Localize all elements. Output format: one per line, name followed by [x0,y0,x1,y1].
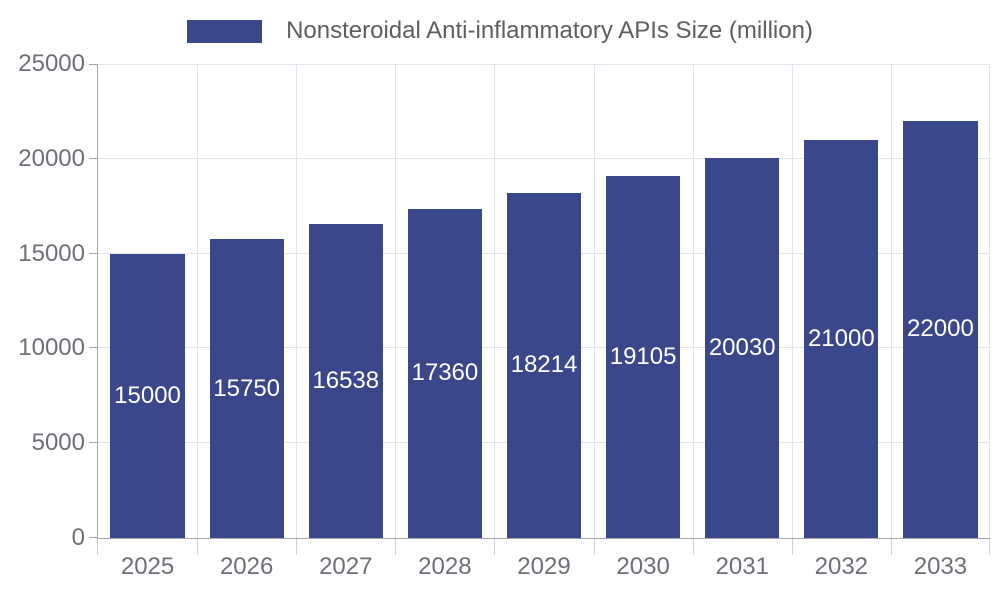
x-axis-label: 2027 [319,553,373,580]
x-axis-label: 2030 [616,553,670,580]
x-tick-mark [97,539,98,555]
y-axis-label: 5000 [31,429,85,457]
x-tick-mark [296,539,298,555]
vertical-gridline [989,64,990,538]
x-axis-label: 2031 [715,553,769,580]
bar-2026[interactable]: 15750 [209,239,284,538]
bar-value-label: 19105 [609,342,677,370]
bar-2031[interactable]: 20030 [705,158,780,538]
horizontal-gridline [98,157,990,159]
y-axis-label: 15000 [18,239,85,267]
x-axis-label: 2028 [418,553,472,580]
x-axis-label: 2029 [517,553,571,580]
vertical-gridline [890,64,892,538]
vertical-gridline [395,64,397,538]
bar-2027[interactable]: 16538 [308,224,383,538]
bar-2028[interactable]: 17360 [407,208,483,538]
x-tick-mark [494,539,496,555]
bar-2029[interactable]: 18214 [506,192,582,538]
y-axis-label: 25000 [18,50,85,77]
y-axis-label: 0 [71,524,85,551]
bar-value-label: 21000 [807,324,875,352]
x-axis-label: 2026 [219,553,274,580]
x-tick-mark [197,539,199,555]
bar-value-label: 17360 [411,359,479,387]
y-tick-mark [89,347,97,349]
y-axis-label: 20000 [18,144,85,172]
vertical-gridline [494,64,496,538]
bar-value-label: 22000 [907,315,974,343]
bar-value-label: 15000 [114,381,181,409]
vertical-gridline [593,64,595,538]
x-tick-mark [791,539,793,555]
legend-swatch [187,19,263,43]
bar-value-label: 18214 [510,351,578,379]
bar-value-label: 15750 [213,374,281,402]
y-tick-mark [89,442,97,444]
plot-area: 15000 15750 16538 17360 18214 19105 20030 21000… [18,50,990,580]
vertical-gridline [296,64,298,538]
vertical-gridline [791,64,793,538]
x-tick-mark [593,539,595,555]
legend-label: Nonsteroidal Anti-inflammatory APIs Size… [286,17,813,44]
legend[interactable]: Nonsteroidal Anti-inflammatory APIs Size… [0,17,1000,45]
x-tick-mark [692,539,694,555]
y-tick-mark [89,64,97,65]
x-axis-label: 2033 [913,553,968,580]
x-tick-mark [989,539,990,555]
bar-value-label: 20030 [708,334,776,362]
bar-2033[interactable]: 22000 [903,120,978,538]
vertical-gridline [692,64,694,538]
bar-2032[interactable]: 21000 [804,139,879,538]
bar-2030[interactable]: 19105 [605,175,681,538]
y-tick-mark [89,537,97,538]
x-tick-mark [395,539,397,555]
x-axis-label: 2025 [120,553,175,580]
x-tick-mark [890,539,892,555]
y-tick-mark [89,157,97,159]
bar-2025[interactable]: 15000 [110,253,185,538]
horizontal-gridline [98,64,990,65]
y-tick-mark [89,252,97,254]
vertical-gridline [197,64,199,538]
x-axis-label: 2032 [814,553,869,580]
y-axis-label: 10000 [18,334,85,362]
bar-value-label: 16538 [312,367,380,395]
